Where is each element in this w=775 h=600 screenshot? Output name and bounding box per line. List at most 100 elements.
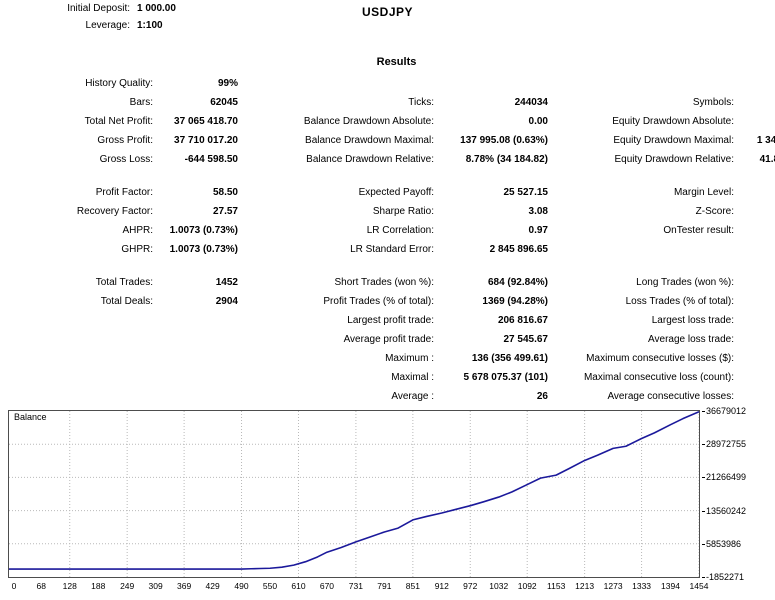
chart-series-balance [9,411,699,570]
account-summary: Initial Deposit: 1 000.00 Leverage: 1:10… [0,3,250,37]
leverage-value: 1:100 [137,20,163,31]
x-tick-label: 128 [62,581,77,591]
stat-value: -13.19 (99.74%) [741,202,775,221]
stat-value: 62045 [210,97,238,108]
x-tick-label: 1092 [517,581,537,591]
x-tick-label: 249 [120,581,135,591]
stat-label: Total Net Profit: [84,116,153,127]
y-tick-mark [702,444,705,446]
y-tick-mark [702,411,705,412]
stat-label [556,74,741,93]
stat-label: Average : [391,391,434,402]
stat-value: -644 598.50 [184,154,238,165]
stat-label: Balance Drawdown Maximal: [305,135,434,146]
stat-value: 1082.28% [741,183,775,202]
stat-value: 26 [536,391,548,402]
stat-label: Maximal : [391,372,434,383]
y-tick-mark [702,543,705,545]
stat-label: Ticks: [408,97,434,108]
stat-label [246,74,441,93]
stat-label: LR Standard Error: [350,244,434,255]
stat-value [160,349,246,368]
stat-value: 3.08 [528,206,548,217]
stat-value: 41.88% (182 464.82) [759,154,775,165]
stats-spacer-1 [0,169,775,183]
stat-value: 2 845 896.65 [489,244,548,255]
balance-chart: Balance [8,410,700,578]
stat-value: 0.97 [528,225,548,236]
stat-label: Short Trades (won %): [334,277,434,288]
stat-label: Bars: [129,97,153,108]
stat-label: Margin Level: [673,187,734,198]
results-heading: Results [376,56,417,68]
stat-value: 27 545.67 [503,334,549,345]
stats-group-ratios: Profit Factor: 58.50 Expected Payoff: 25 52… [0,183,775,259]
stat-value [160,368,246,387]
chart-x-axis: 0 68 128 188 249 309 369 429 490 550 610 670 731 791 8… [8,581,709,597]
stat-value: 244034 [514,97,548,108]
chart-title: Balance [12,412,49,422]
stat-value: 137 995.08 (0.63%) [460,135,548,146]
stat-label [0,349,160,368]
x-tick-label: 309 [148,581,163,591]
statistics-section: History Quality: 99% Bars: 62045 Ticks: 24403… [0,74,775,406]
stat-value: 58.50 [212,187,238,198]
leverage-row: Leverage: 1:100 [0,20,250,37]
stat-label [0,368,160,387]
stat-label: Recovery Factor: [76,206,153,217]
stat-label: Maximum consecutive losses ($): [586,353,734,364]
stat-label: GHPR: [121,244,153,255]
x-tick-label: 429 [205,581,220,591]
x-tick-label: 1213 [575,581,595,591]
stat-value: 83 (5.72%) [741,292,775,311]
stat-value: 1 [741,93,775,112]
x-tick-label: 731 [348,581,363,591]
x-tick-label: 1454 [689,581,709,591]
stat-value [441,74,556,93]
y-tick-label: 5853986 [706,538,742,549]
stat-value [741,74,775,93]
stat-label: Symbols: [692,97,734,108]
x-tick-label: 490 [234,581,249,591]
stat-value: 684 (92.84%) [487,277,548,288]
stat-value: 2 [741,387,775,406]
x-tick-label: 68 [36,581,46,591]
stat-label: Balance Drawdown Absolute: [303,116,434,127]
x-tick-label: 369 [177,581,192,591]
y-tick-label: 13560242 [706,505,747,516]
stat-value: 1.0073 (0.73%) [169,244,238,255]
stat-value: 5 678 075.37 (101) [463,372,548,383]
stat-value: 768 (95.57%) [741,273,775,292]
stat-value: 27.57 [212,206,238,217]
y-tick-mark [702,477,705,479]
stat-value: 1.0073 (0.73%) [169,225,238,236]
x-tick-label: 791 [377,581,392,591]
stat-value: 1452 [215,277,238,288]
stat-label: Gross Loss: [99,154,153,165]
stat-label: Sharpe Ratio: [372,206,434,217]
x-tick-label: 851 [405,581,420,591]
stat-label: Long Trades (won %): [636,277,734,288]
x-tick-label: 1333 [632,581,652,591]
page-title: USDJPY [361,5,414,19]
stat-label: Equity Drawdown Relative: [614,154,735,165]
stat-label: Equity Drawdown Maximal: [613,135,734,146]
leverage-label: Leverage: [85,20,130,31]
stat-value [160,330,246,349]
stat-label: Loss Trades (% of total): [625,296,734,307]
stat-label: History Quality: [85,78,153,89]
stat-label [556,240,741,259]
x-tick-label: 912 [434,581,449,591]
x-tick-label: 188 [91,581,106,591]
x-tick-label: 1394 [661,581,680,591]
x-tick-label: 1153 [547,581,566,591]
stat-value [160,311,246,330]
stat-label: Average consecutive losses: [607,391,734,402]
stat-value: 3.78 [741,112,775,131]
stat-label: Average loss trade: [648,334,734,345]
report-header: Initial Deposit: 1 000.00 Leverage: 1:10… [0,0,775,48]
stat-label: Largest loss trade: [651,315,734,326]
x-tick-label: 610 [291,581,306,591]
stat-label: Expected Payoff: [358,187,434,198]
stats-group-trades: Total Trades: 1452 Short Trades (won %): 68… [0,273,775,406]
